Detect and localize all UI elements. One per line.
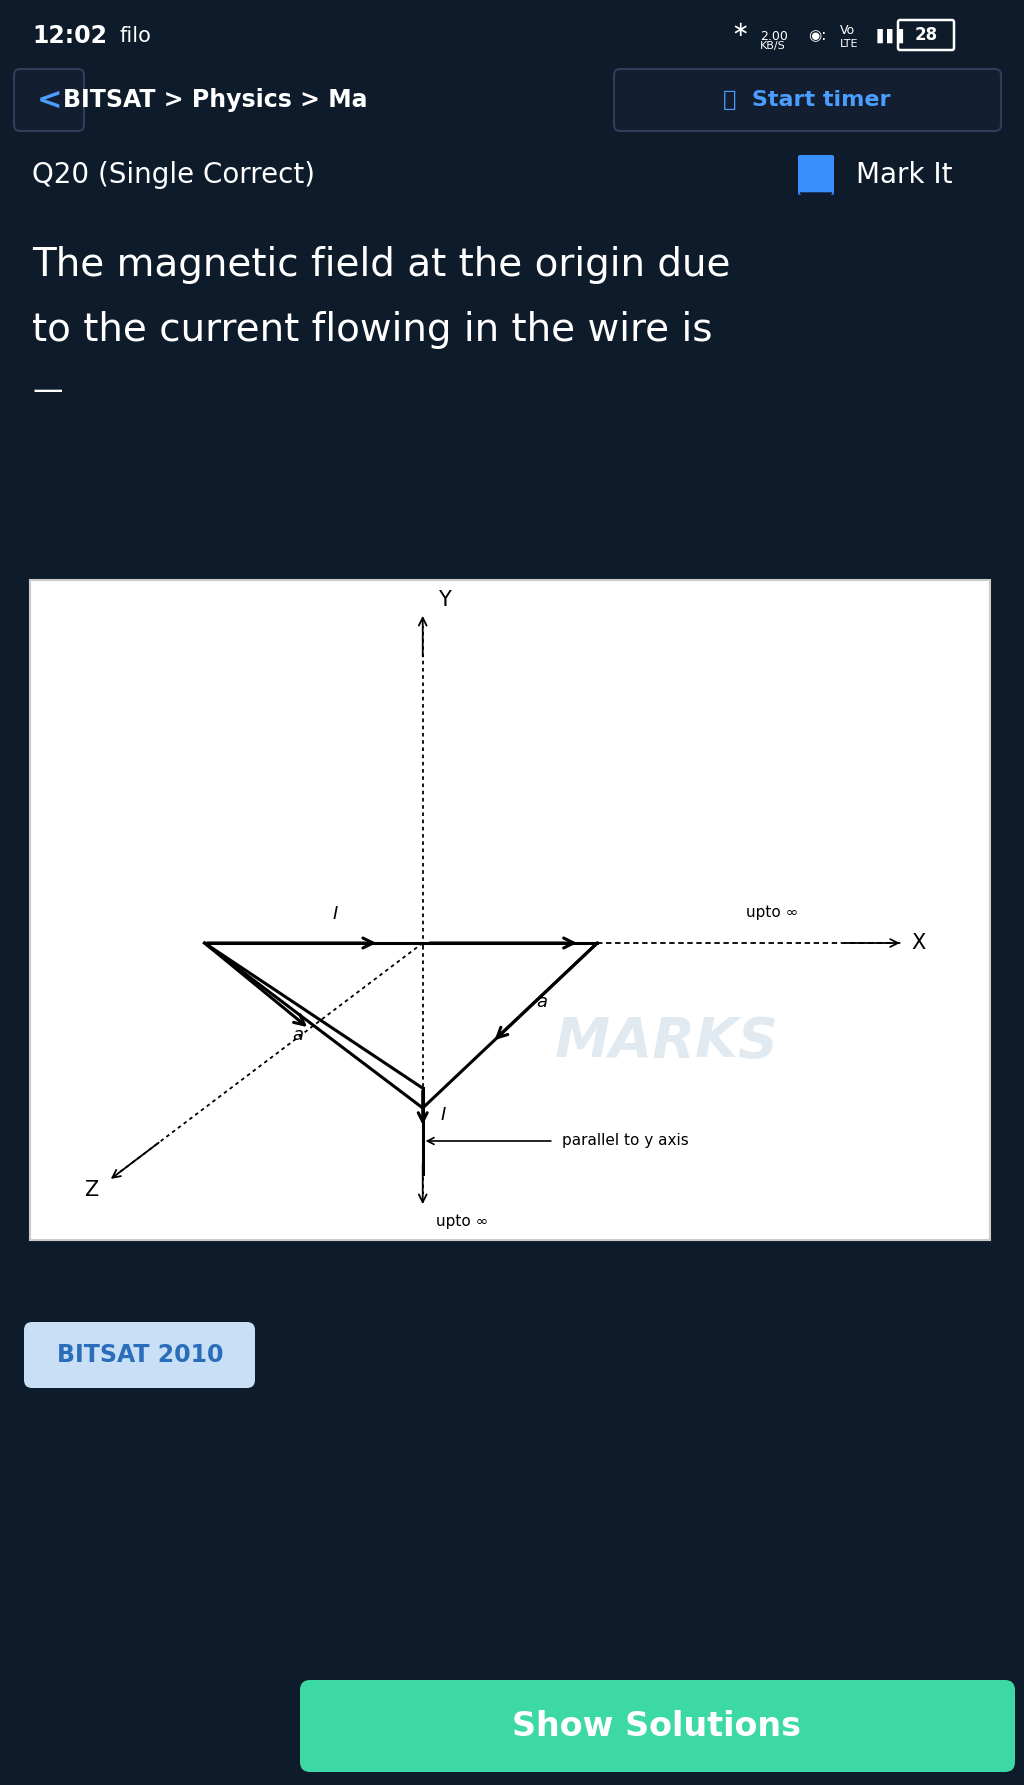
Text: filo: filo: [120, 27, 152, 46]
Text: Vo: Vo: [840, 23, 855, 36]
Text: ◉:: ◉:: [808, 29, 826, 43]
Text: ⏱  Start timer: ⏱ Start timer: [723, 89, 891, 111]
FancyBboxPatch shape: [30, 580, 990, 1241]
Text: a: a: [292, 1026, 303, 1044]
Text: 28: 28: [914, 27, 938, 45]
Text: ▐▐▐: ▐▐▐: [872, 29, 904, 43]
Text: Q20 (Single Correct): Q20 (Single Correct): [32, 161, 315, 189]
Text: a: a: [537, 994, 547, 1012]
Text: LTE: LTE: [840, 39, 858, 48]
Text: BITSAT 2010: BITSAT 2010: [56, 1342, 223, 1367]
FancyBboxPatch shape: [300, 1680, 1015, 1773]
FancyBboxPatch shape: [614, 70, 1001, 130]
Text: upto ∞: upto ∞: [745, 905, 798, 919]
Polygon shape: [800, 193, 831, 207]
Text: —: —: [32, 375, 62, 405]
Text: to the current flowing in the wire is: to the current flowing in the wire is: [32, 311, 713, 350]
Text: 2.00: 2.00: [760, 30, 787, 43]
Text: KB/S: KB/S: [760, 41, 785, 52]
FancyBboxPatch shape: [798, 155, 834, 195]
Text: upto ∞: upto ∞: [436, 1214, 488, 1228]
Text: ∗: ∗: [731, 20, 749, 39]
Text: I: I: [440, 1105, 445, 1123]
FancyBboxPatch shape: [24, 1323, 255, 1389]
Text: BITSAT > Physics > Ma: BITSAT > Physics > Ma: [62, 87, 368, 112]
Text: Y: Y: [438, 589, 452, 610]
FancyBboxPatch shape: [14, 70, 84, 130]
Text: I: I: [333, 905, 338, 923]
Text: 12:02: 12:02: [32, 23, 106, 48]
Text: Z: Z: [84, 1180, 98, 1201]
Text: The magnetic field at the origin due: The magnetic field at the origin due: [32, 246, 730, 284]
Text: Show Solutions: Show Solutions: [512, 1710, 802, 1742]
Text: X: X: [911, 934, 926, 953]
Text: parallel to y axis: parallel to y axis: [562, 1133, 689, 1148]
Text: MARKS: MARKS: [555, 1016, 779, 1069]
Text: <: <: [36, 86, 61, 114]
Text: Mark It: Mark It: [856, 161, 952, 189]
